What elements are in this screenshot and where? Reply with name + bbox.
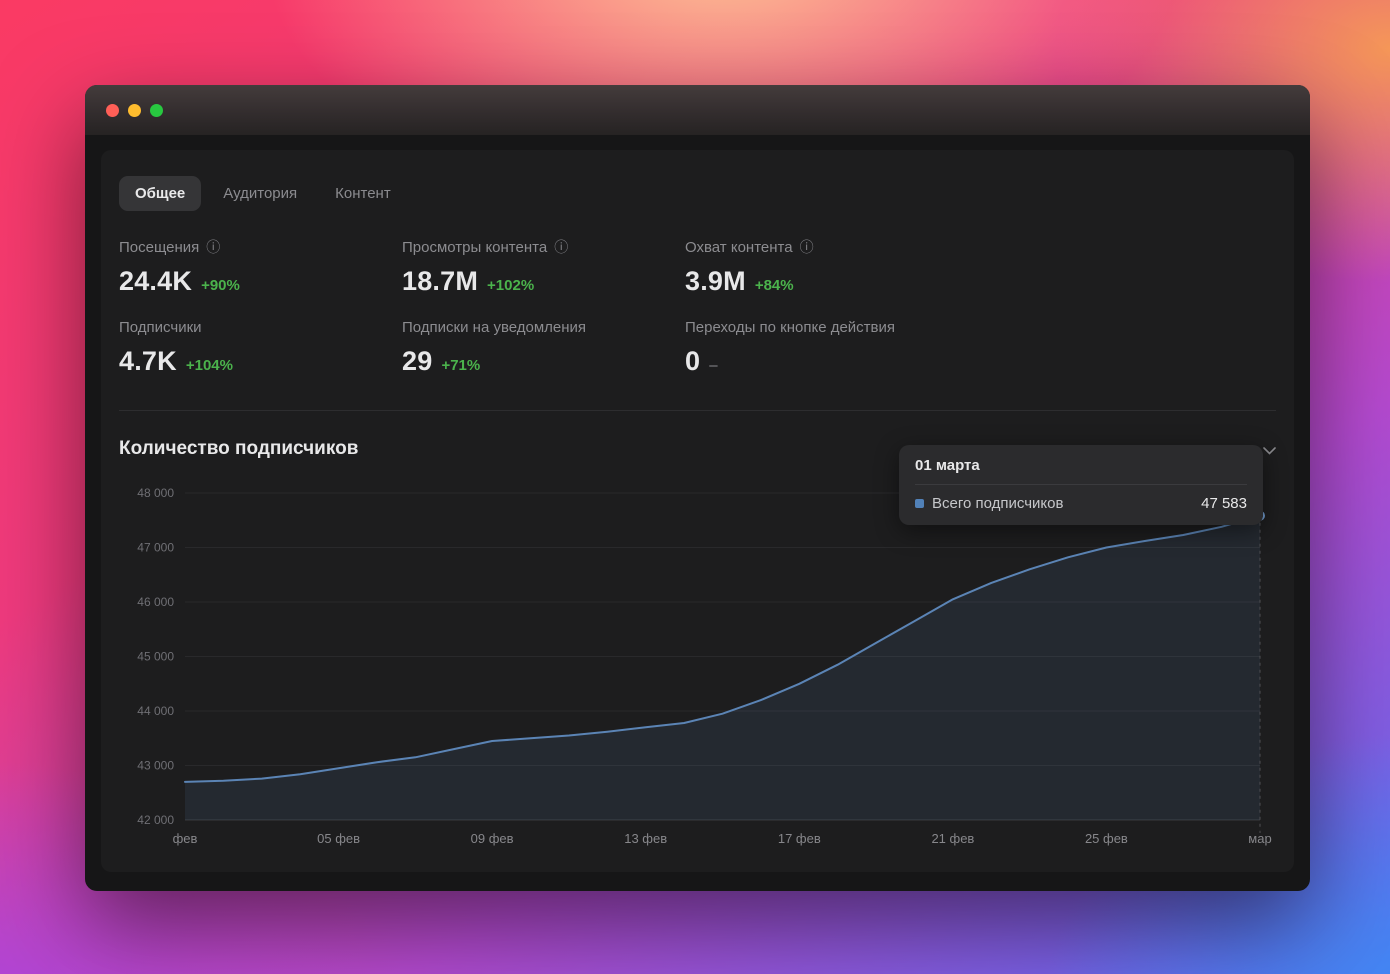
stat-content-reach-label: Охват контента (685, 238, 793, 256)
stat-action-button-clicks: Переходы по кнопке действия 0 – (685, 317, 1276, 377)
info-icon[interactable]: ⓘ (554, 239, 569, 255)
x-axis-label: мар (1248, 831, 1271, 846)
tab-content[interactable]: Контент (319, 176, 407, 211)
stat-subscribers-value: 4.7K (119, 346, 177, 376)
x-axis-label: 25 фев (1085, 831, 1128, 846)
section-divider (119, 410, 1276, 411)
stat-notification-subscriptions-delta: +71% (441, 357, 481, 374)
tab-audience[interactable]: Аудитория (207, 176, 313, 211)
x-axis-label: 13 фев (624, 831, 667, 846)
subscribers-chart[interactable]: 42 000 43 000 44 000 45 000 46 000 47 000 48 0… (119, 479, 1277, 853)
y-axis-label: 44 000 (137, 704, 174, 718)
stat-notification-subscriptions: Подписки на уведомления 29 +71% (402, 317, 685, 377)
app-window: Общее Аудитория Контент Посещения ⓘ 24.4… (85, 85, 1310, 891)
zoom-button[interactable] (150, 103, 163, 117)
series-area (185, 515, 1260, 820)
stat-visits-value: 24.4K (119, 266, 193, 296)
stat-content-views: Просмотры контента ⓘ 18.7M +102% (402, 237, 685, 297)
stat-content-views-value: 18.7M (402, 266, 479, 296)
stat-content-reach: Охват контента ⓘ 3.9M +84% (685, 237, 1276, 297)
stat-visits-delta: +90% (201, 277, 240, 294)
stat-subscribers-label: Подписчики (119, 318, 202, 336)
close-button[interactable] (106, 103, 119, 117)
tab-general[interactable]: Общее (119, 176, 202, 211)
chevron-down-icon[interactable] (1263, 442, 1276, 460)
tab-content-label: Контент (335, 185, 391, 202)
stats-grid: Посещения ⓘ 24.4K +90% Просмотры контент… (119, 237, 1276, 377)
info-icon[interactable]: ⓘ (206, 239, 221, 255)
chart-section: Количество подписчиков 01 марта Всего по… (119, 438, 1276, 853)
stat-content-views-delta: +102% (487, 277, 535, 294)
window-titlebar (85, 85, 1310, 135)
stat-content-reach-delta: +84% (754, 277, 794, 294)
y-axis-label: 48 000 (137, 486, 174, 500)
minimize-button[interactable] (128, 103, 141, 117)
stat-action-button-clicks-delta: – (709, 357, 718, 374)
stats-panel: Общее Аудитория Контент Посещения ⓘ 24.4… (101, 150, 1294, 872)
stat-subscribers-delta: +104% (185, 357, 233, 374)
chart-tooltip: 01 марта Всего подписчиков 47 583 (899, 445, 1263, 525)
tabs: Общее Аудитория Контент (119, 176, 1276, 211)
stat-visits-label: Посещения (119, 238, 200, 256)
tooltip-series-value: 47 583 (1201, 495, 1247, 512)
stat-action-button-clicks-value: 0 (685, 346, 701, 376)
chart-title: Количество подписчиков (119, 438, 359, 459)
series-marker-icon (915, 499, 924, 508)
x-axis-label: фев (173, 831, 198, 846)
series-line (184, 514, 1261, 783)
tab-audience-label: Аудитория (223, 185, 298, 202)
stat-visits: Посещения ⓘ 24.4K +90% (119, 237, 402, 297)
stat-notification-subscriptions-value: 29 (402, 346, 433, 376)
stat-subscribers: Подписчики 4.7K +104% (119, 317, 402, 377)
y-axis-label: 42 000 (137, 813, 174, 827)
tooltip-divider (915, 484, 1247, 485)
tab-general-label: Общее (135, 185, 186, 202)
stat-content-views-label: Просмотры контента (402, 238, 548, 256)
x-axis-label: 05 фев (317, 831, 360, 846)
stat-content-reach-value: 3.9M (685, 266, 746, 296)
y-axis-label: 45 000 (137, 650, 174, 664)
tooltip-series-label: Всего подписчиков (932, 495, 1064, 512)
stat-notification-subscriptions-label: Подписки на уведомления (402, 318, 587, 336)
stat-action-button-clicks-label: Переходы по кнопке действия (685, 318, 896, 336)
x-axis-label: 17 фев (778, 831, 821, 846)
x-axis-label: 21 фев (931, 831, 974, 846)
y-axis-label: 46 000 (137, 595, 174, 609)
y-axis-label: 47 000 (137, 541, 174, 555)
x-axis-label: 09 фев (471, 831, 514, 846)
tooltip-date: 01 марта (915, 457, 980, 474)
y-axis-label: 43 000 (137, 759, 174, 773)
info-icon[interactable]: ⓘ (799, 239, 814, 255)
